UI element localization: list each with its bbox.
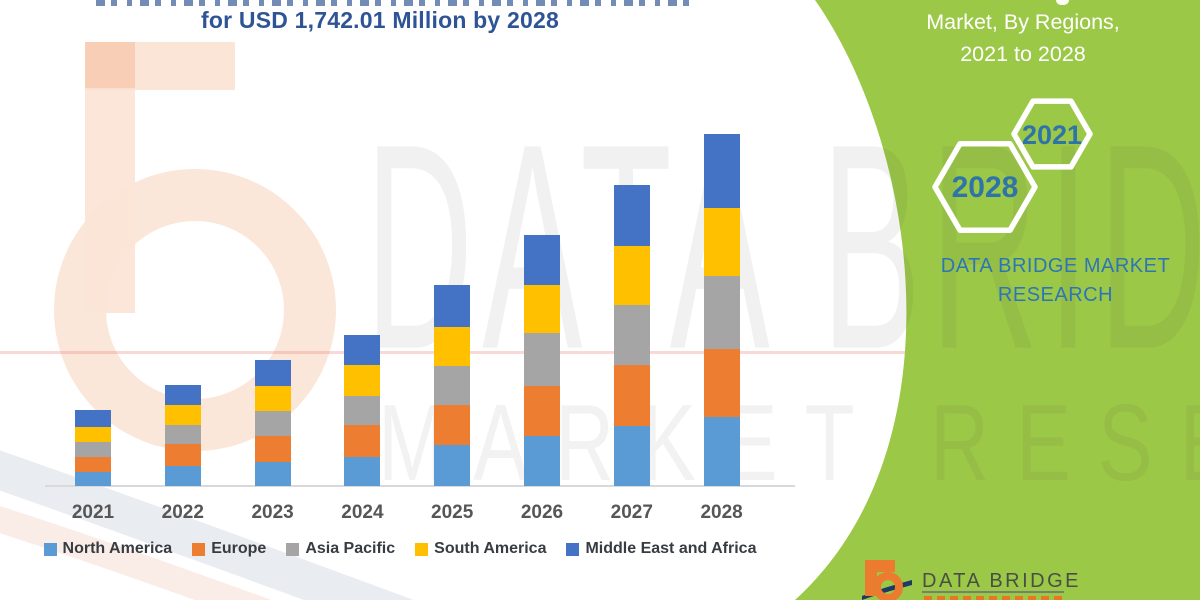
bar-segment-north-america[interactable] [254,461,291,486]
legend-swatch [286,542,300,556]
bar-segment-north-america[interactable] [703,416,740,486]
x-axis-line [45,485,795,487]
legend-label: Europe [211,540,267,557]
bar-segment-north-america[interactable] [434,444,471,486]
x-axis-label-2025: 2025 [431,502,474,523]
bar-segment-north-america[interactable] [524,435,560,486]
legend-swatch [415,542,429,556]
bar-segment-south-america[interactable] [344,364,381,396]
bar-segment-middle-east-and-africa[interactable] [164,384,201,405]
bar-segment-asia-pacific[interactable] [703,275,740,349]
bar-segment-south-america[interactable] [524,284,560,333]
legend-swatch [192,542,206,556]
bar-segment-south-america[interactable] [164,404,201,425]
bar-segment-middle-east-and-africa[interactable] [344,334,381,365]
bar-segment-middle-east-and-africa[interactable] [75,409,111,427]
bar-segment-asia-pacific[interactable] [75,441,111,457]
logo-wordmark: DATA BRIDGE [922,570,1082,592]
data-bridge-logo-icon [862,560,912,600]
brand-line1: DATA BRIDGE MARKET [940,255,1171,277]
bar-segment-europe[interactable] [254,435,291,462]
bar-segment-asia-pacific[interactable] [344,395,381,425]
hexagon-year-2021: 2021 [1021,120,1083,150]
bar-segment-europe[interactable] [164,443,201,466]
chart-title: for USD 1,742.01 Million by 2028 [201,7,559,33]
legend-swatch [43,542,57,556]
logo-underline [922,591,1064,593]
legend-label: Asia Pacific [305,540,396,557]
bar-segment-south-america[interactable] [703,207,740,276]
hexagon-year-2028: 2028 [951,171,1019,204]
bar-segment-middle-east-and-africa[interactable] [613,184,650,246]
bar-segment-asia-pacific[interactable] [434,365,471,405]
legend-label: North America [62,540,173,557]
bar-segment-south-america[interactable] [434,326,471,366]
logo-clipped-subtext [924,596,1062,600]
bar-segment-europe[interactable] [703,348,740,417]
bar-segment-europe[interactable] [434,404,471,445]
panel-title-line2: 2021 to 2028 [960,42,1086,67]
bar-segment-europe[interactable] [344,424,381,457]
x-axis-label-2023: 2023 [251,502,294,523]
bar-segment-europe[interactable] [524,385,560,436]
legend-item-middle-east-and-africa[interactable]: Middle East and Africa [566,540,756,558]
bar-segment-asia-pacific[interactable] [164,424,201,444]
legend: North America Europe Asia Pacific South Ame… [0,540,800,558]
panel-title-line1: Market, By Regions, [926,10,1120,34]
bar-segment-europe[interactable] [613,364,650,426]
clipped-panel-title-fragment [1056,0,1069,5]
bar-segment-middle-east-and-africa[interactable] [703,133,740,208]
legend-item-asia-pacific[interactable]: Asia Pacific [286,540,395,558]
bar-segment-south-america[interactable] [254,385,291,411]
panel-title: Market, By Regions, 2021 to 2028 [878,6,1168,71]
bar-segment-middle-east-and-africa[interactable] [524,234,560,285]
hexagon-badges [932,98,1093,234]
x-axis-label-2021: 2021 [71,502,115,523]
x-axis-label-2024: 2024 [341,502,384,523]
bar-segment-north-america[interactable] [613,425,650,486]
x-axis-label-2027: 2027 [610,502,653,523]
legend-label: South America [434,540,547,557]
bar-segment-north-america[interactable] [344,456,381,486]
bar-segment-middle-east-and-africa[interactable] [254,359,291,386]
brand-line2: RESEARCH [997,284,1114,306]
legend-item-south-america[interactable]: South America [415,540,546,558]
bar-segment-north-america[interactable] [164,465,201,486]
clipped-title-line [96,0,694,6]
bar-segment-europe[interactable] [75,456,111,472]
x-axis-label-2022: 2022 [161,502,204,523]
bar-segment-asia-pacific[interactable] [613,304,650,365]
legend-swatch [566,542,580,556]
x-axis-label-2026: 2026 [520,502,564,523]
bar-segment-asia-pacific[interactable] [254,410,291,436]
bar-segment-south-america[interactable] [75,426,111,442]
bar-segment-asia-pacific[interactable] [524,332,560,386]
bar-segment-south-america[interactable] [613,245,650,305]
hexagon-2028 [932,140,1038,234]
hexagon-2021 [1011,98,1093,170]
bar-segment-north-america[interactable] [75,471,111,486]
x-axis-label-2028: 2028 [700,502,743,523]
legend-label: Middle East and Africa [585,540,757,557]
brand-name: DATA BRIDGE MARKET RESEARCH [928,252,1183,310]
legend-item-north-america[interactable]: North America [43,540,173,558]
bar-segment-middle-east-and-africa[interactable] [434,284,471,327]
legend-item-europe[interactable]: Europe [192,540,266,558]
